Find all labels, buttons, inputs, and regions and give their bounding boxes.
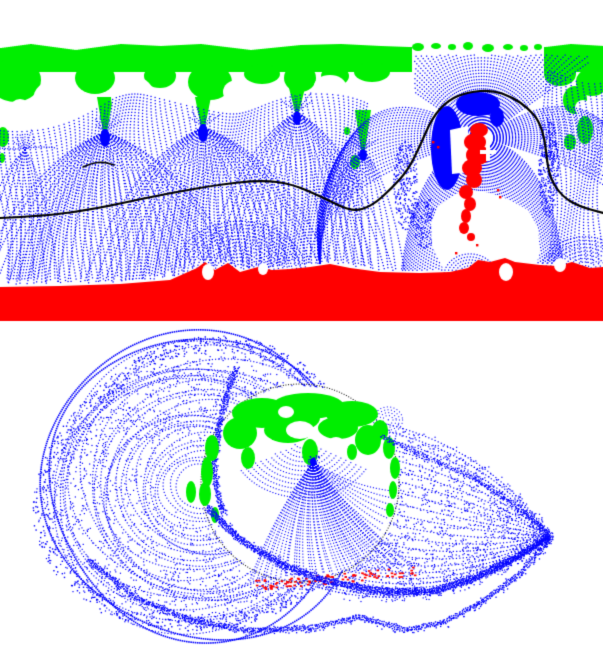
sphere-3d-view-panel — [0, 0, 603, 645]
field-line-figure — [0, 0, 603, 645]
